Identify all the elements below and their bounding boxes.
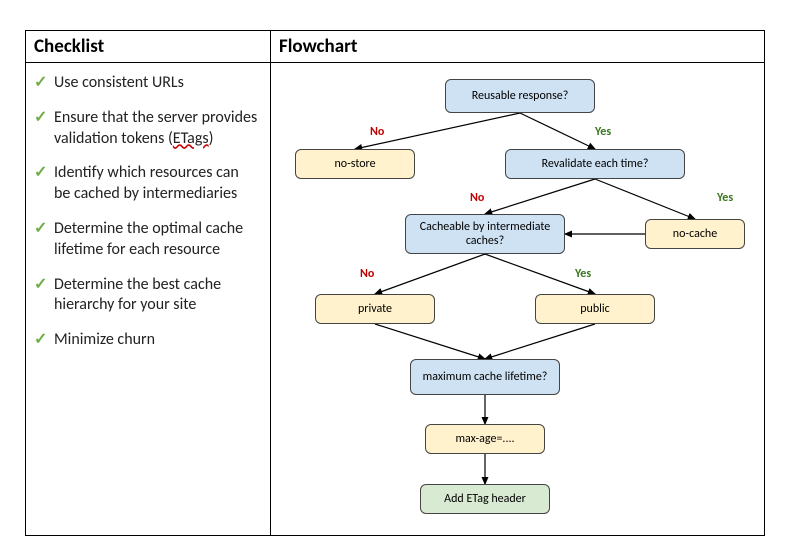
flow-node-maxage: max-age=.... xyxy=(425,424,545,454)
checkmark-icon: ✓ xyxy=(34,73,47,94)
checkmark-icon: ✓ xyxy=(34,275,47,296)
flow-node-nostore: no-store xyxy=(295,149,415,179)
layout-table: Checklist Flowchart ✓Use consistent URLs… xyxy=(25,30,765,536)
edge-label-no: No xyxy=(370,125,384,139)
flow-node-lifetime: maximum cache lifetime? xyxy=(410,359,560,395)
spellcheck-underline: ETags xyxy=(173,129,209,148)
checkmark-icon: ✓ xyxy=(34,219,47,240)
flow-node-private: private xyxy=(315,294,435,324)
header-checklist: Checklist xyxy=(26,31,271,63)
edge-label-yes: Yes xyxy=(717,191,733,205)
flowchart-canvas: Reusable response? no-store Revalidate eac… xyxy=(275,69,760,529)
edge-label-no: No xyxy=(470,191,484,205)
checkmark-icon: ✓ xyxy=(34,163,47,184)
edge-label-no: No xyxy=(360,267,374,281)
flow-node-public: public xyxy=(535,294,655,324)
edge-label-yes: Yes xyxy=(575,267,591,281)
checklist-item: ✓Use consistent URLs xyxy=(54,73,258,94)
flow-node-nocache: no-cache xyxy=(645,219,745,249)
page-root: Checklist Flowchart ✓Use consistent URLs… xyxy=(0,0,800,549)
checklist-item: ✓Ensure that the server provides validat… xyxy=(54,108,258,150)
flowchart-cell: Reusable response? no-store Revalidate eac… xyxy=(271,63,765,536)
flow-node-revalidate: Revalidate each time? xyxy=(505,149,685,179)
checklist-item: ✓Minimize churn xyxy=(54,330,258,351)
checklist-cell: ✓Use consistent URLs ✓Ensure that the ser… xyxy=(26,63,271,536)
checklist: ✓Use consistent URLs ✓Ensure that the ser… xyxy=(30,73,266,351)
header-flowchart: Flowchart xyxy=(271,31,765,63)
checklist-item: ✓Determine the optimal cache lifetime fo… xyxy=(54,219,258,261)
checkmark-icon: ✓ xyxy=(34,108,47,129)
flow-node-addetag: Add ETag header xyxy=(420,484,550,514)
flow-node-cacheable: Cacheable by intermediate caches? xyxy=(405,214,565,254)
checklist-item: ✓Identify which resources can be cached … xyxy=(54,163,258,205)
edge-label-yes: Yes xyxy=(595,125,611,139)
checklist-item: ✓Determine the best cache hierarchy for … xyxy=(54,275,258,317)
flow-node-reusable: Reusable response? xyxy=(445,79,595,113)
checkmark-icon: ✓ xyxy=(34,330,47,351)
